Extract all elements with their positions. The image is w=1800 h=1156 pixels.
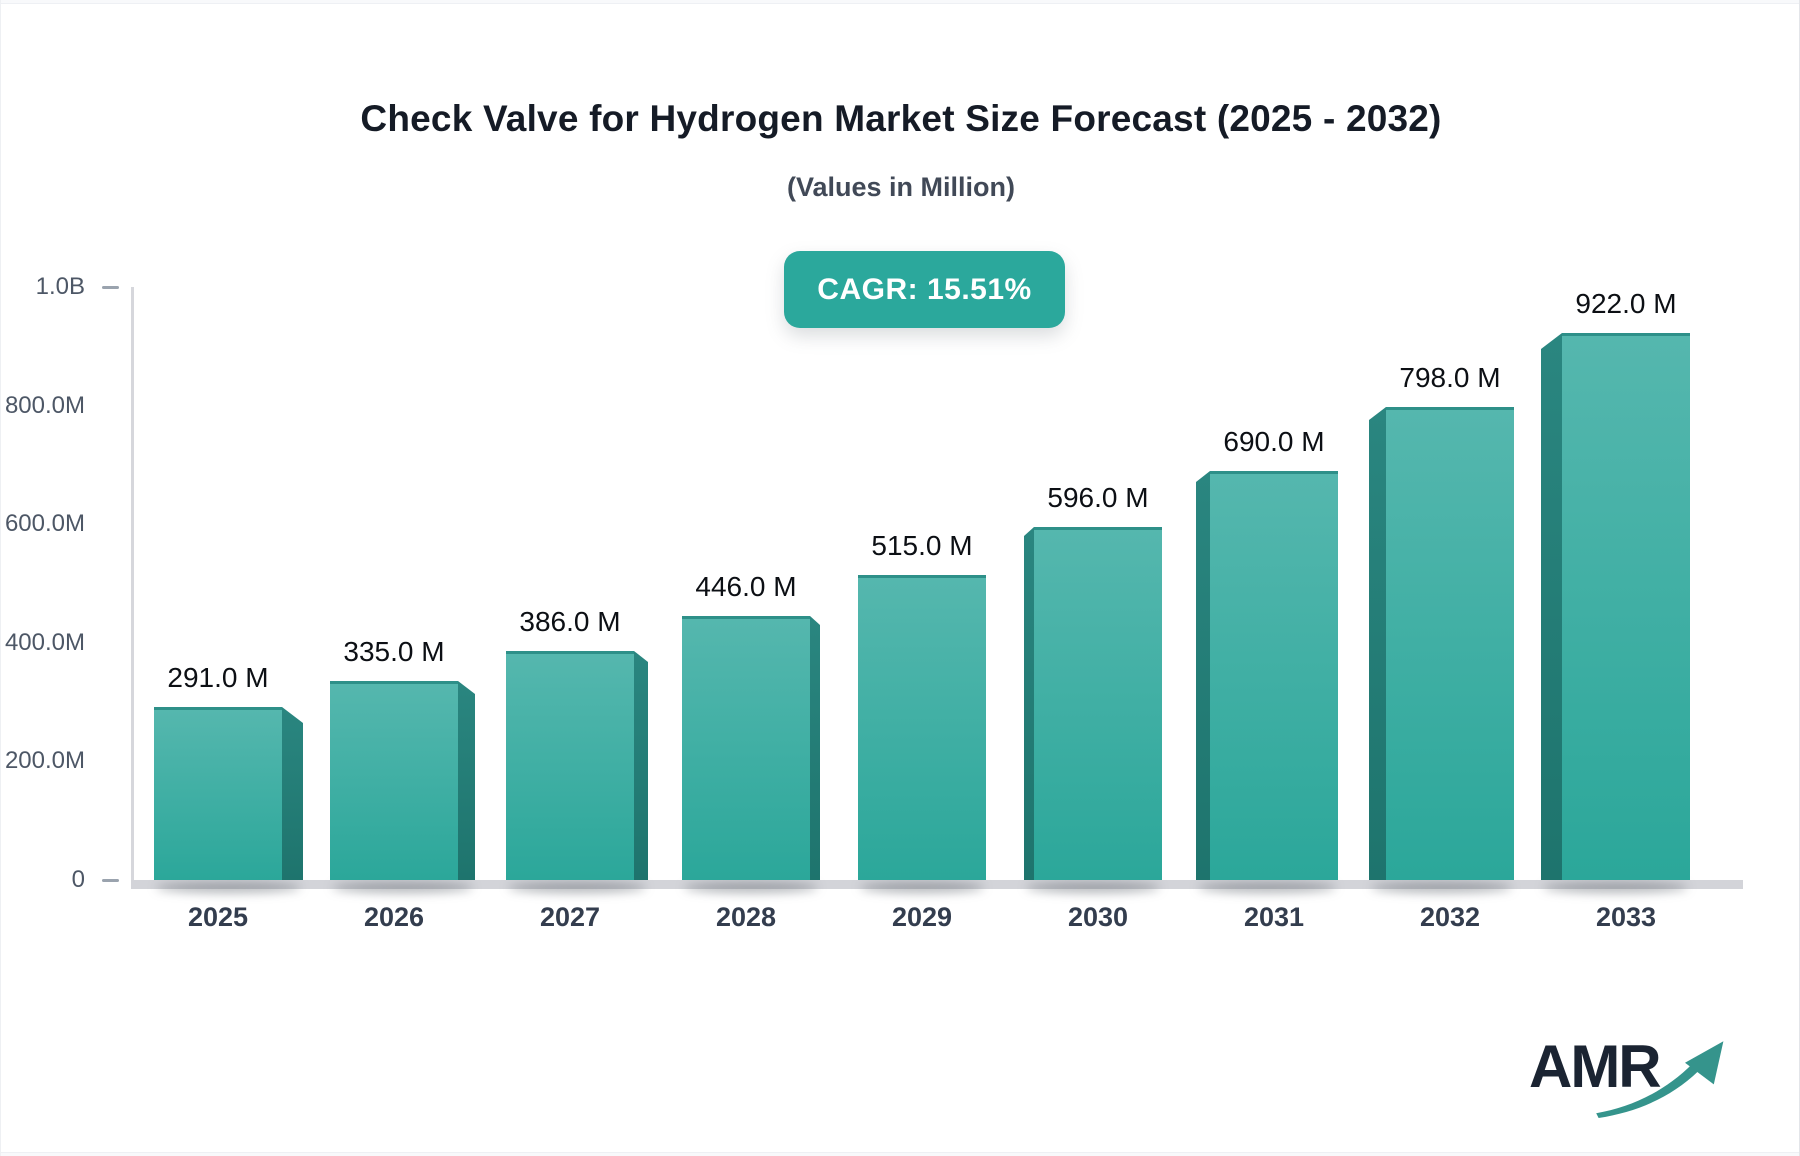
bar-face-2033[interactable] — [1562, 333, 1690, 880]
bar-side-facet-2030 — [1024, 527, 1034, 880]
x-axis-label-2031: 2031 — [1243, 902, 1305, 932]
bar-value-label-2030: 596.0 M — [1047, 482, 1149, 513]
bar-face-2026[interactable] — [330, 681, 458, 880]
bar-2027[interactable] — [506, 651, 648, 880]
bar-shadow — [1026, 882, 1160, 893]
bar-shadow — [1198, 882, 1336, 893]
bar-value-label-2029: 515.0 M — [871, 530, 973, 561]
x-axis-label-2032: 2032 — [1419, 902, 1481, 932]
bar-value-label-2031: 690.0 M — [1223, 426, 1325, 457]
bar-shadow — [508, 882, 646, 893]
bar-side-facet-2027 — [634, 651, 648, 880]
bar-value-label-2027: 386.0 M — [519, 606, 621, 637]
bar-shadow — [1371, 882, 1512, 893]
bar-2033[interactable] — [1541, 333, 1690, 880]
y-axis-tick — [102, 286, 119, 289]
x-axis-label-2029: 2029 — [891, 902, 953, 932]
y-axis-label-1.0B: 1.0B — [35, 273, 85, 300]
y-axis-label-800.0M: 800.0M — [4, 391, 85, 419]
y-axis-label-0: 0 — [71, 866, 85, 893]
bar-face-2031[interactable] — [1210, 471, 1338, 880]
bar-2026[interactable] — [330, 681, 475, 880]
bar-2030[interactable] — [1024, 527, 1162, 880]
bar-value-label-2028: 446.0 M — [695, 571, 797, 602]
x-axis-label-2026: 2026 — [363, 902, 425, 932]
bar-face-2025[interactable] — [154, 707, 282, 880]
page-top-edge — [1, 0, 1799, 4]
y-axis-tick — [102, 879, 119, 882]
bar-shadow — [1543, 882, 1688, 893]
x-axis-label-2025: 2025 — [187, 902, 249, 932]
x-axis-label-2027: 2027 — [539, 902, 601, 932]
x-axis-label-2033: 2033 — [1595, 902, 1657, 932]
bar-shadow — [684, 882, 818, 893]
y-axis-label-600.0M: 600.0M — [4, 510, 85, 538]
bar-2025[interactable] — [154, 707, 303, 880]
bar-face-2029[interactable] — [858, 575, 986, 880]
bar-2029[interactable] — [858, 575, 986, 880]
bar-face-2027[interactable] — [506, 651, 634, 880]
bar-face-2032[interactable] — [1386, 407, 1514, 880]
x-axis-label-2028: 2028 — [715, 902, 777, 932]
bar-side-facet-2025 — [282, 707, 303, 880]
amr-logo[interactable]: AMR — [1529, 1030, 1729, 1120]
chart-subtitle: (Values in Million) — [786, 172, 1016, 202]
cagr-badge: CAGR: 15.51% — [784, 251, 1065, 328]
bar-value-label-2026: 335.0 M — [343, 636, 445, 667]
x-axis-label-2030: 2030 — [1067, 902, 1129, 932]
bar-side-facet-2031 — [1196, 471, 1210, 880]
bar-2031[interactable] — [1196, 471, 1338, 880]
y-axis-label-200.0M: 200.0M — [4, 747, 85, 775]
bar-side-facet-2032 — [1369, 407, 1386, 880]
y-axis-label-400.0M: 400.0M — [4, 628, 85, 656]
cagr-badge-label: CAGR: 15.51% — [817, 272, 1032, 306]
bar-2028[interactable] — [682, 616, 820, 880]
y-axis-line — [131, 287, 134, 883]
amr-logo-text: AMR — [1529, 1033, 1662, 1100]
bar-face-2028[interactable] — [682, 616, 810, 880]
bar-value-label-2033: 922.0 M — [1575, 288, 1677, 319]
bar-shadow — [860, 882, 984, 893]
bar-face-2030[interactable] — [1034, 527, 1162, 880]
bar-side-facet-2026 — [458, 681, 475, 880]
bar-2032[interactable] — [1369, 407, 1514, 880]
chart-title: Check Valve for Hydrogen Market Size For… — [360, 98, 1442, 139]
page-bottom-edge — [1, 1152, 1799, 1156]
bar-value-label-2025: 291.0 M — [167, 662, 269, 693]
bar-value-label-2032: 798.0 M — [1399, 362, 1501, 393]
x-axis-baseline — [131, 880, 1743, 889]
bar-side-facet-2033 — [1541, 333, 1562, 880]
bar-side-facet-2028 — [810, 616, 820, 880]
bar-shadow — [332, 882, 473, 893]
growth-arrow-icon — [1596, 1041, 1724, 1118]
bar-shadow — [156, 882, 301, 893]
